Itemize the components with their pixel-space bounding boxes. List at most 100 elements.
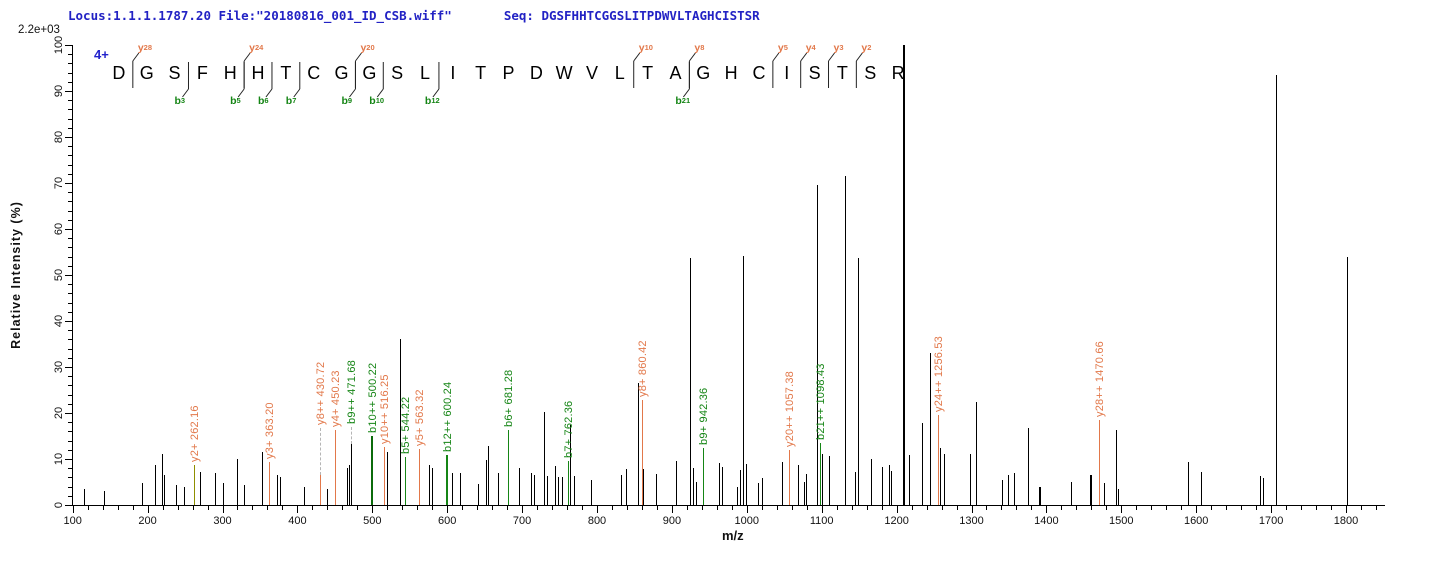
x-axis-minor-tick [986,506,988,510]
spectrum-peak [534,475,536,505]
annotated-peak-stem [1098,419,1100,505]
x-axis-tick-label: 1500 [1109,515,1134,527]
spectrum-peak [304,486,306,505]
residue-D: D [529,63,543,83]
annotated-peak-label: b21++ 1098.43 [815,363,828,441]
x-axis-minor-tick [1061,506,1063,510]
y-axis-minor-tick [67,357,72,359]
spectrum-peak [817,185,819,505]
x-axis-major-tick [1196,506,1198,513]
y-axis-major-tick [64,413,72,414]
x-axis-minor-tick [102,506,104,510]
y-axis-minor-tick [67,155,72,157]
spectrum-peak [740,470,742,505]
spectrum-peak [626,469,628,505]
x-axis-minor-tick [1181,506,1183,510]
spectrum-peak [562,477,564,505]
spectrum-peak [806,474,808,505]
precursor-charge-label: 4+ [94,47,109,62]
residue-R: R [891,63,905,83]
spectrum-peak [1117,488,1119,505]
x-axis-minor-tick [1256,506,1258,510]
x-axis-tick-label: 1100 [809,515,834,527]
annotated-peak-label: y20++ 1057.38 [784,370,797,447]
x-axis-major-tick [1046,506,1048,513]
x-axis-minor-tick [507,506,509,510]
x-axis-minor-tick [656,506,658,510]
spectrum-peak [1263,478,1265,505]
spectrum-peak [199,471,201,505]
annotated-peak-stem [419,448,421,505]
b-ion-tag-b21: b21 [675,95,691,107]
annotated-peak-label: y2+ 262.16 [188,405,201,462]
b-ion-tag-b3: b3 [174,95,186,107]
x-axis-minor-tick [1211,506,1213,510]
y-axis-tick-label: 100 [53,35,65,55]
spectrum-peak [498,472,500,505]
spectrum-peak [908,454,910,505]
spectrum-peak [554,465,556,505]
x-axis-minor-tick [417,506,419,510]
x-axis-title: m/z [722,528,744,543]
x-axis-line [72,505,1385,507]
spectrum-peak [460,472,462,505]
annotated-peak-label: y4+ 450.23 [329,370,342,428]
spectrum-peak [1104,483,1106,505]
residue-S: S [391,63,404,83]
y-ion-tag-y20: y20 [360,42,375,54]
spectrum-peak [176,485,178,505]
annotated-peak-stem [446,454,449,505]
spectrum-peak [104,491,106,505]
y-axis-minor-tick [67,440,72,442]
spectrum-peak [236,459,238,505]
x-axis-minor-tick [1360,506,1362,510]
x-axis-major-tick [597,506,598,513]
x-axis-minor-tick [686,506,688,510]
x-axis-tick-label: 200 [138,515,157,527]
y-axis-minor-tick [67,164,72,166]
residue-T: T [280,63,292,83]
y-axis-major-tick [64,45,72,46]
y-axis-minor-tick [67,284,72,286]
annotated-peak-stem [350,444,352,505]
residue-G: G [362,63,377,83]
y-axis-minor-tick [67,72,72,74]
spectrum-peak [399,339,401,505]
annotated-peak-label: y24++ 1256.53 [933,335,946,412]
x-axis-minor-tick [117,506,119,510]
spectrum-peak [857,258,859,505]
x-axis-minor-tick [402,506,404,510]
y-axis-minor-tick [67,81,72,83]
y-axis-title: Relative Intensity (%) [9,201,23,349]
spectrum-peak [262,452,264,505]
b-ion-tag-b12: b12 [424,95,440,107]
x-axis-major-tick [746,506,748,513]
annotated-peak-stem [641,400,643,505]
spectrum-peak [854,472,856,505]
x-axis-minor-tick [911,506,913,510]
x-axis-minor-tick [1316,506,1318,510]
y-axis-tick-label: 70 [53,176,65,190]
spectrum-peak [797,464,799,505]
spectrum-peak [1007,475,1009,505]
y-axis-minor-tick [67,311,72,313]
spectrum-peak [347,468,349,505]
residue-C: C [752,63,766,83]
max-intensity-label: 2.2e+03 [18,24,60,36]
residue-W: W [555,63,573,83]
spectrum-peak [326,488,328,505]
spectrum-peak [621,475,623,505]
x-axis-minor-tick [1031,506,1033,510]
y-ion-tag-y4: y4 [805,42,816,54]
y-axis-minor-tick [67,477,72,479]
x-axis-minor-tick [552,506,554,510]
residue-V: V [585,63,598,83]
spectrum-peak [1275,74,1277,505]
x-axis-minor-tick [567,506,569,510]
spectrum-peak [803,482,805,505]
x-axis-minor-tick [806,506,808,510]
x-axis-major-tick [671,506,673,513]
x-axis-minor-tick [761,506,763,510]
spectrum-peak [693,468,695,505]
